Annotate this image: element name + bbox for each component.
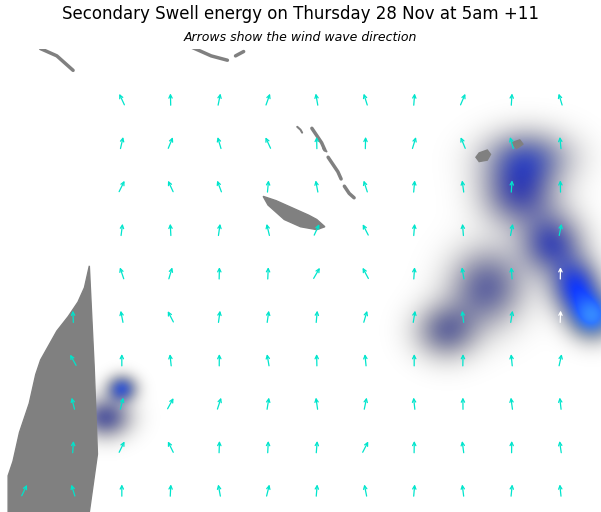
Polygon shape xyxy=(8,266,97,512)
Polygon shape xyxy=(511,140,523,148)
Polygon shape xyxy=(263,196,325,230)
Text: Arrows show the wind wave direction: Arrows show the wind wave direction xyxy=(184,31,417,45)
Polygon shape xyxy=(476,150,490,162)
Text: Secondary Swell energy on Thursday 28 Nov at 5am +11: Secondary Swell energy on Thursday 28 No… xyxy=(62,5,539,23)
